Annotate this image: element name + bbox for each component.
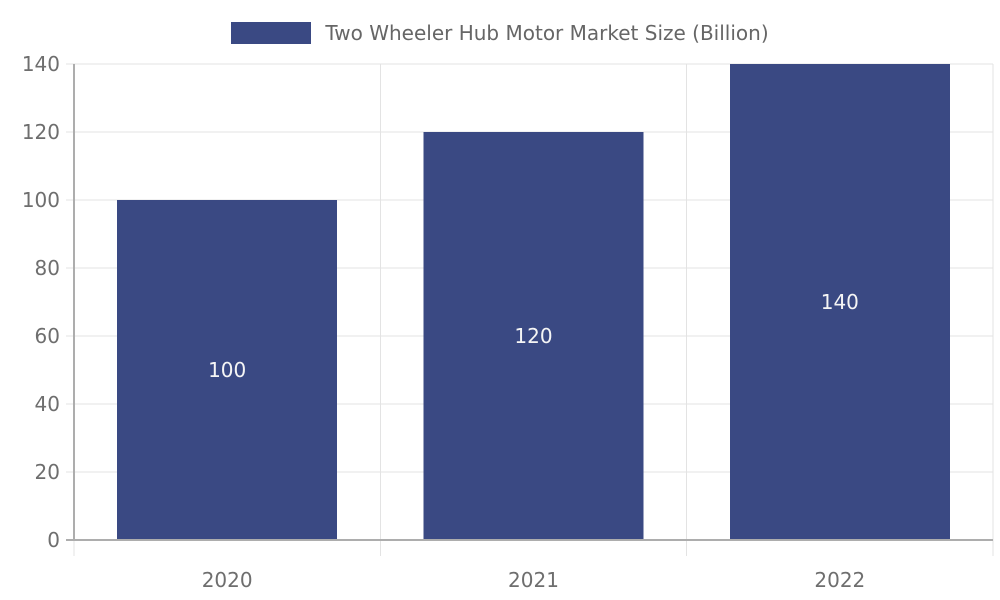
x-tick-label: 2022	[814, 568, 865, 592]
y-tick-label: 60	[35, 324, 60, 348]
legend-label: Two Wheeler Hub Motor Market Size (Billi…	[325, 21, 769, 45]
bar-2020[interactable]	[117, 200, 338, 540]
y-tick-label: 100	[22, 188, 60, 212]
bar-value-label: 120	[514, 324, 552, 348]
y-tick-label: 20	[35, 460, 60, 484]
x-tick-label: 2020	[202, 568, 253, 592]
y-tick-label: 120	[22, 120, 60, 144]
bar-value-label: 140	[821, 290, 859, 314]
bar-2021[interactable]	[423, 132, 644, 540]
y-tick-label: 140	[22, 52, 60, 76]
y-tick-label: 40	[35, 392, 60, 416]
legend-swatch	[231, 22, 312, 44]
y-tick-label: 80	[35, 256, 60, 280]
legend[interactable]: Two Wheeler Hub Motor Market Size (Billi…	[0, 22, 1000, 44]
bar-value-label: 100	[208, 358, 246, 382]
y-tick-label: 0	[47, 528, 60, 552]
x-tick-label: 2021	[508, 568, 559, 592]
bar-2022[interactable]	[729, 64, 950, 540]
